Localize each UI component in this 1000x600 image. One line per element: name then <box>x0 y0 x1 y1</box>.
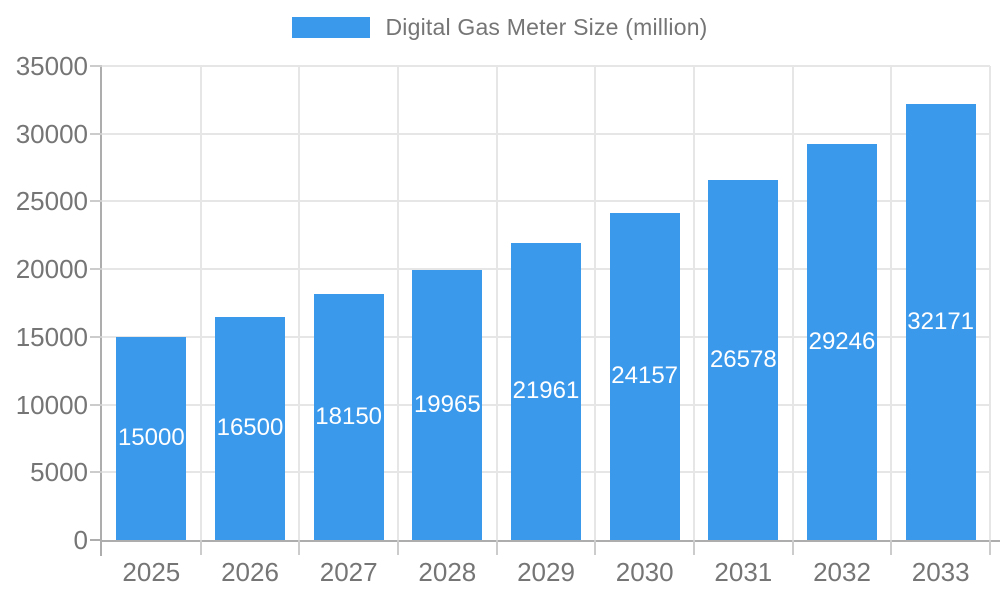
x-axis-tick-mark <box>989 540 991 555</box>
x-axis-tick-mark <box>791 540 794 555</box>
bar-value-label: 24157 <box>611 362 679 390</box>
x-axis-tick-mark <box>199 540 202 555</box>
x-axis-tick-mark <box>594 540 597 555</box>
y-axis-line <box>100 66 102 556</box>
x-axis-tick-mark <box>298 540 301 555</box>
y-axis-tick-mark <box>90 132 102 135</box>
bar-2031 <box>708 180 779 540</box>
x-axis-tick-mark <box>397 540 399 555</box>
bar-2033 <box>905 104 976 540</box>
x-axis-tick-mark <box>890 540 893 555</box>
gridline-vertical <box>693 66 695 540</box>
chart-legend: Digital Gas Meter Size (million) <box>0 14 1000 41</box>
x-axis-label: 2029 <box>517 557 575 587</box>
y-axis-tick-label: 25000 <box>15 186 88 217</box>
x-axis-label: 2031 <box>714 557 773 587</box>
bar-value-label: 18150 <box>315 403 383 431</box>
y-axis-tick-label: 0 <box>73 525 88 555</box>
gridline-vertical <box>298 66 301 540</box>
gridline-vertical <box>199 66 202 540</box>
x-axis-label: 2032 <box>813 557 871 587</box>
gridline-horizontal <box>102 132 990 135</box>
bar-2026 <box>215 316 285 540</box>
y-axis-tick-mark <box>90 539 102 541</box>
x-axis-tick-mark <box>693 540 695 555</box>
bar-value-label: 15000 <box>117 424 185 452</box>
y-axis-tick-label: 30000 <box>15 118 88 149</box>
x-axis-label: 2026 <box>221 557 279 587</box>
x-axis-label: 2027 <box>319 557 378 587</box>
gridline-vertical <box>791 66 794 540</box>
bar-2025 <box>116 336 187 540</box>
x-axis-tick-mark <box>100 540 102 555</box>
y-axis-tick-mark <box>90 268 102 271</box>
bar-2030 <box>609 212 680 540</box>
gridline-horizontal <box>102 65 990 67</box>
y-axis-tick-label: 35000 <box>15 51 88 81</box>
x-axis-label: 2025 <box>122 557 181 587</box>
bar-2027 <box>313 294 384 540</box>
bar-value-label: 26578 <box>709 346 777 374</box>
legend-label: Digital Gas Meter Size (million) <box>385 14 708 40</box>
gridline-vertical <box>594 66 597 540</box>
y-axis-tick-mark <box>90 471 102 474</box>
bar-value-label: 19965 <box>413 390 481 418</box>
bar-2032 <box>807 143 877 540</box>
gridline-vertical <box>989 66 991 540</box>
y-axis-tick-mark <box>90 403 102 406</box>
bar-value-label: 21961 <box>512 377 580 405</box>
bar-value-label: 32171 <box>907 308 975 336</box>
x-axis-line <box>102 540 1000 542</box>
gridline-vertical <box>495 66 498 540</box>
y-axis-tick-mark <box>90 200 102 203</box>
y-axis-tick-label: 20000 <box>15 254 88 285</box>
x-axis-label: 2030 <box>615 557 674 587</box>
bar-2029 <box>511 242 581 540</box>
y-axis-tick-label: 5000 <box>30 457 88 488</box>
bar-value-label: 29246 <box>808 327 876 355</box>
y-axis-tick-label: 15000 <box>15 321 88 352</box>
bar-2028 <box>412 269 483 540</box>
y-axis-tick-mark <box>90 65 102 67</box>
gridline-vertical <box>397 66 399 540</box>
plot-area: 15000 16500 18150 19965 21961 24157 26578 29246… <box>102 65 991 540</box>
y-axis-tick-label: 10000 <box>15 389 88 420</box>
x-axis-label: 2033 <box>911 557 970 587</box>
bar-value-label: 16500 <box>216 414 284 442</box>
gridline-vertical <box>890 66 893 540</box>
x-axis-label: 2028 <box>418 557 477 587</box>
gridline-horizontal <box>102 200 990 203</box>
y-axis-tick-mark <box>90 335 102 338</box>
legend-swatch-icon <box>292 17 371 38</box>
x-axis-tick-mark <box>495 540 498 555</box>
